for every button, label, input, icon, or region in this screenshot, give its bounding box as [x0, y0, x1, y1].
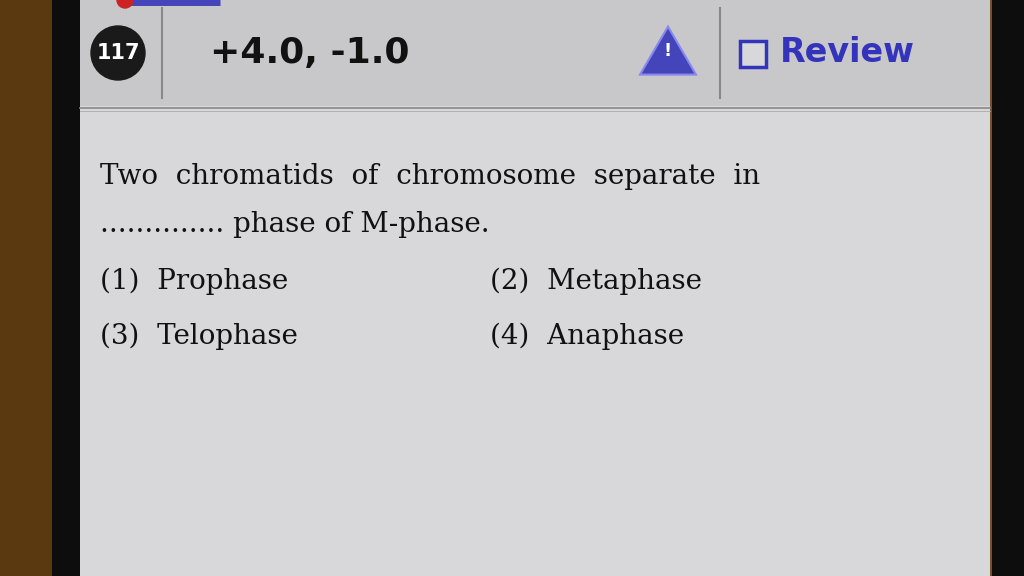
- FancyBboxPatch shape: [80, 0, 990, 106]
- Polygon shape: [640, 26, 696, 75]
- Text: Two  chromatids  of  chromosome  separate  in: Two chromatids of chromosome separate in: [100, 162, 760, 190]
- Text: .............. phase of M-phase.: .............. phase of M-phase.: [100, 210, 489, 237]
- Text: (1)  Prophase: (1) Prophase: [100, 267, 288, 295]
- FancyBboxPatch shape: [992, 0, 1024, 576]
- Text: +4.0, -1.0: +4.0, -1.0: [210, 36, 410, 70]
- Circle shape: [117, 0, 133, 8]
- Text: (4)  Anaphase: (4) Anaphase: [490, 323, 684, 350]
- FancyBboxPatch shape: [52, 0, 82, 576]
- FancyBboxPatch shape: [0, 0, 60, 576]
- Circle shape: [91, 26, 145, 80]
- Text: (2)  Metaphase: (2) Metaphase: [490, 267, 702, 295]
- Text: 117: 117: [96, 43, 139, 63]
- FancyBboxPatch shape: [740, 41, 766, 67]
- Text: (3)  Telophase: (3) Telophase: [100, 323, 298, 350]
- FancyBboxPatch shape: [80, 0, 990, 576]
- Text: Review: Review: [780, 36, 915, 70]
- Text: !: !: [664, 42, 672, 60]
